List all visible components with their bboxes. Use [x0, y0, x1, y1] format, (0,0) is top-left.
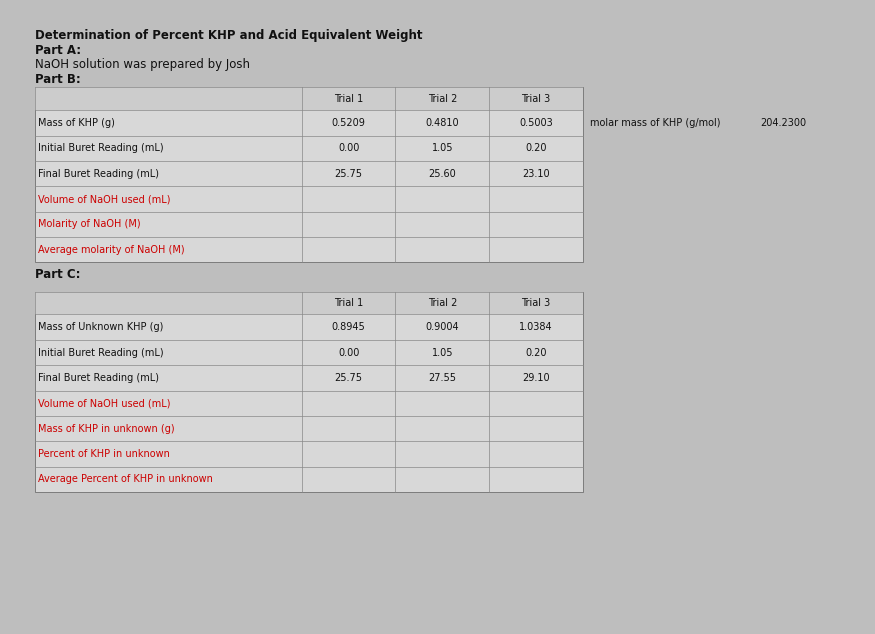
Text: Volume of NaOH used (mL): Volume of NaOH used (mL)	[38, 398, 171, 408]
Text: Final Buret Reading (mL): Final Buret Reading (mL)	[38, 373, 159, 383]
Text: molar mass of KHP (g/mol): molar mass of KHP (g/mol)	[590, 118, 720, 128]
Text: 0.5003: 0.5003	[519, 118, 553, 128]
Text: 0.20: 0.20	[525, 347, 547, 358]
Text: 0.5209: 0.5209	[332, 118, 366, 128]
Text: NaOH solution was prepared by Josh: NaOH solution was prepared by Josh	[35, 58, 250, 72]
Text: Mass of Unknown KHP (g): Mass of Unknown KHP (g)	[38, 322, 164, 332]
Text: Part C:: Part C:	[35, 268, 80, 281]
Text: 29.10: 29.10	[522, 373, 550, 383]
Text: 0.00: 0.00	[338, 143, 360, 153]
Text: Molarity of NaOH (M): Molarity of NaOH (M)	[38, 219, 141, 230]
Text: 25.60: 25.60	[429, 169, 456, 179]
Text: 0.4810: 0.4810	[425, 118, 459, 128]
Text: Trial 3: Trial 3	[522, 298, 550, 308]
Text: 0.00: 0.00	[338, 347, 360, 358]
Text: 1.05: 1.05	[431, 347, 453, 358]
Text: 27.55: 27.55	[429, 373, 457, 383]
Text: Trial 2: Trial 2	[428, 94, 457, 104]
Text: Final Buret Reading (mL): Final Buret Reading (mL)	[38, 169, 159, 179]
Text: Volume of NaOH used (mL): Volume of NaOH used (mL)	[38, 194, 171, 204]
Text: 25.75: 25.75	[334, 373, 362, 383]
Text: Mass of KHP (g): Mass of KHP (g)	[38, 118, 116, 128]
Text: Percent of KHP in unknown: Percent of KHP in unknown	[38, 449, 171, 459]
Text: Trial 1: Trial 1	[334, 94, 363, 104]
Text: 0.9004: 0.9004	[425, 322, 459, 332]
Text: Trial 3: Trial 3	[522, 94, 550, 104]
Text: Trial 1: Trial 1	[334, 298, 363, 308]
Text: 1.0384: 1.0384	[519, 322, 553, 332]
Text: Part A:: Part A:	[35, 44, 81, 58]
Text: Part B:: Part B:	[35, 73, 80, 86]
Text: 25.75: 25.75	[334, 169, 362, 179]
Text: Average molarity of NaOH (M): Average molarity of NaOH (M)	[38, 245, 185, 255]
Text: 204.2300: 204.2300	[760, 118, 807, 128]
Text: Initial Buret Reading (mL): Initial Buret Reading (mL)	[38, 347, 164, 358]
Text: Initial Buret Reading (mL): Initial Buret Reading (mL)	[38, 143, 164, 153]
Text: 0.20: 0.20	[525, 143, 547, 153]
Text: Determination of Percent KHP and Acid Equivalent Weight: Determination of Percent KHP and Acid Eq…	[35, 29, 423, 42]
Text: Average Percent of KHP in unknown: Average Percent of KHP in unknown	[38, 474, 214, 484]
Text: 23.10: 23.10	[522, 169, 550, 179]
Text: Mass of KHP in unknown (g): Mass of KHP in unknown (g)	[38, 424, 175, 434]
Text: 0.8945: 0.8945	[332, 322, 366, 332]
Text: Trial 2: Trial 2	[428, 298, 457, 308]
Text: 1.05: 1.05	[431, 143, 453, 153]
